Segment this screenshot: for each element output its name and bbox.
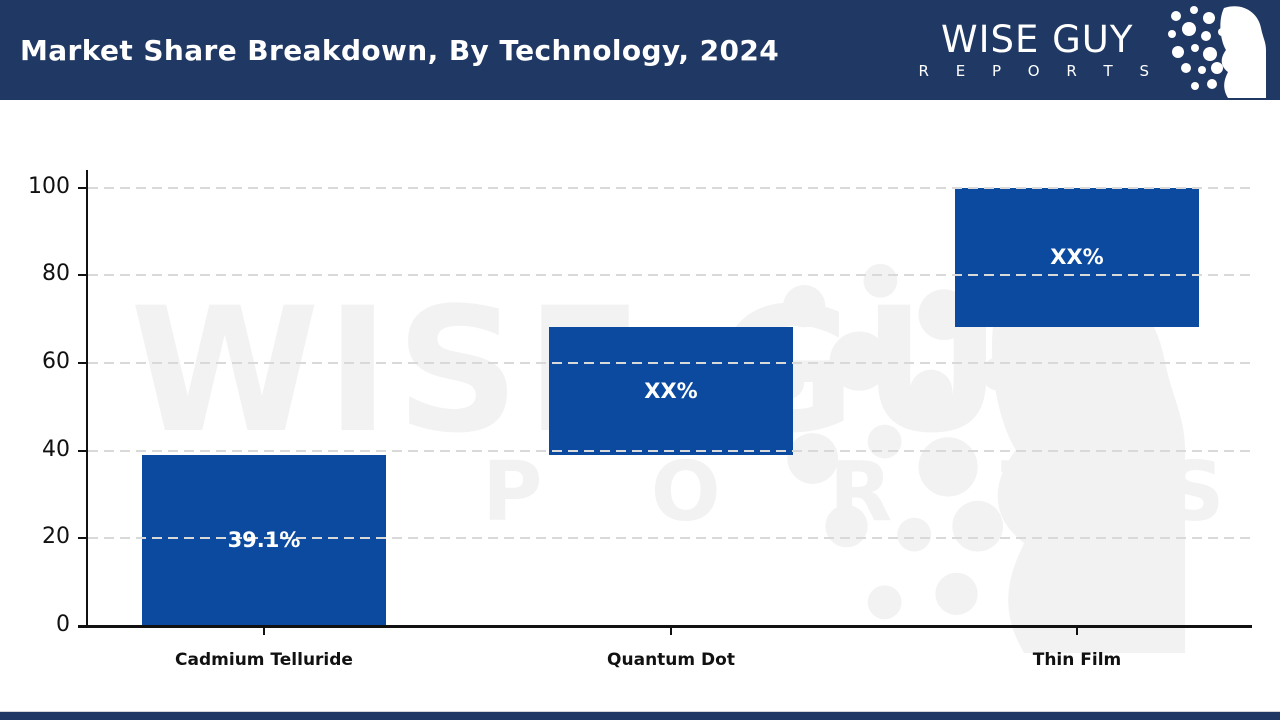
header-bar: Market Share Breakdown, By Technology, 2… (0, 0, 1280, 100)
bar-value-label: XX% (644, 378, 698, 403)
y-tick-label: 100 (28, 173, 70, 199)
bar-quantum-dot[interactable] (549, 326, 793, 455)
y-tick-label: 20 (42, 524, 70, 550)
y-tick-label: 60 (42, 348, 70, 374)
x-axis-line (78, 625, 1252, 628)
bar-value-label: 39.1% (227, 528, 301, 553)
gridline-20 (88, 537, 1252, 540)
chart-area: WISE GUY R E P O R T S 39.1%XX%XX% 02040… (0, 100, 1280, 712)
x-tick-mark (1076, 628, 1078, 635)
y-axis-line (86, 170, 88, 626)
x-tick-mark (670, 628, 672, 635)
footer-bar (0, 712, 1280, 720)
gridline-80 (88, 274, 1252, 277)
logo-subtitle: R E P O R T S (918, 62, 1160, 80)
bar-cadmium-telluride[interactable] (142, 454, 386, 626)
x-category-label: Thin Film (1032, 650, 1122, 670)
y-tick-label: 80 (42, 261, 70, 287)
bar-value-label: XX% (1050, 245, 1104, 270)
brand-logo: WISE GUY R E P O R T S (915, 0, 1266, 100)
y-tick-label: 40 (42, 436, 70, 462)
bar-thin-film[interactable] (955, 187, 1199, 327)
logo-face-icon (1168, 6, 1266, 98)
x-category-label: Cadmium Telluride (175, 650, 353, 670)
gridline-60 (88, 361, 1252, 364)
y-tick-mark (78, 449, 86, 452)
plot: 39.1% XX% XX% 0 20 40 60 80 100 Cadmium Telluri… (28, 170, 1252, 670)
y-tick-mark (78, 274, 86, 277)
y-tick-mark (78, 186, 86, 189)
x-category-label: Quantum Dot (607, 650, 735, 670)
gridline-40 (88, 449, 1252, 452)
y-tick-label: 0 (56, 612, 70, 637)
y-tick-mark (78, 361, 86, 364)
logo-wordmark: WISE GUY (941, 18, 1134, 61)
x-tick-mark (263, 628, 265, 635)
y-tick-mark (78, 537, 86, 540)
footer-divider (0, 711, 1280, 712)
page-title: Market Share Breakdown, By Technology, 2… (20, 33, 780, 67)
y-tick-mark (78, 625, 86, 627)
gridline-100 (88, 186, 1252, 189)
